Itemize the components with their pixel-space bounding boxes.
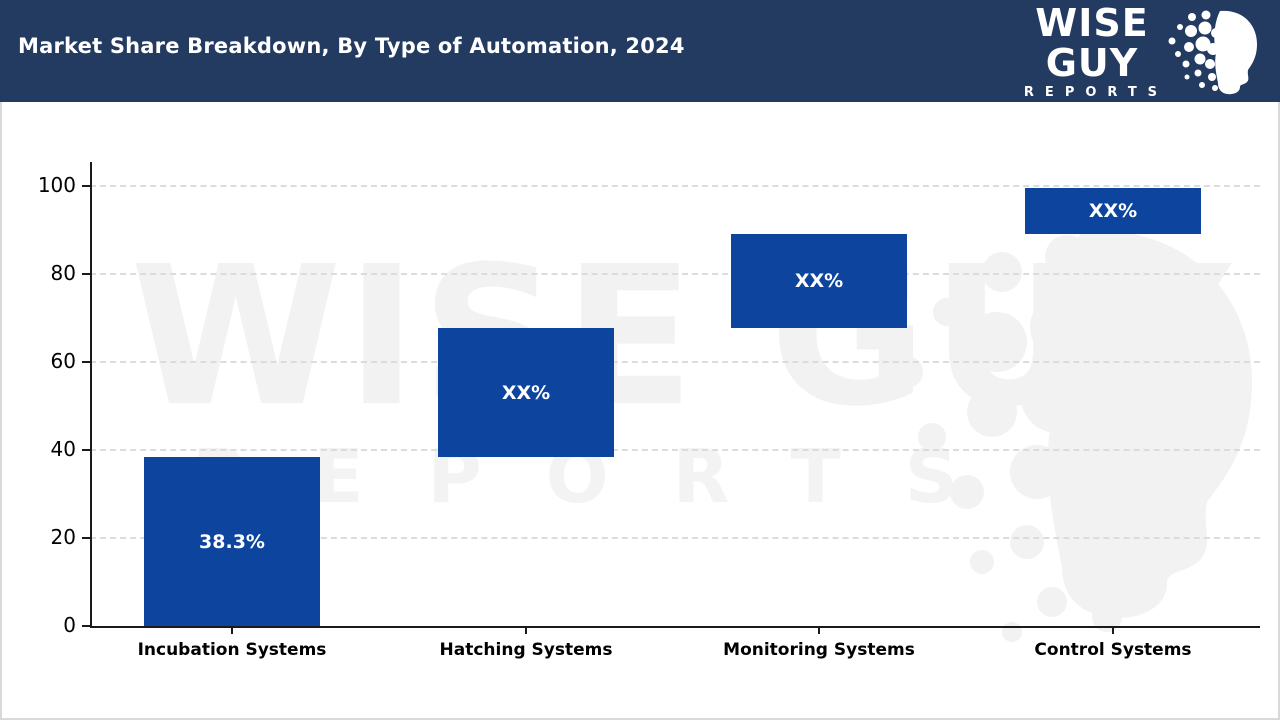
gridline-60 [90,361,1260,363]
y-tick-label-40: 40 [50,437,76,461]
gridline-100 [90,185,1260,187]
bar-value-label-control-systems: XX% [1088,200,1138,223]
x-axis-label-hatching-systems: Hatching Systems [439,640,613,660]
x-tick-mark-hatching-systems [525,626,527,634]
x-axis-label-control-systems: Control Systems [1034,640,1192,660]
y-tick-label-0: 0 [63,613,76,637]
gridline-80 [90,273,1260,275]
y-tick-mark-80 [82,273,90,275]
logo-reports-text: REPORTS [1023,84,1169,100]
bar-monitoring-systems: XX% [731,233,907,329]
y-axis-line [90,162,92,628]
chart-title: Market Share Breakdown, By Type of Autom… [18,34,685,58]
x-axis-label-monitoring-systems: Monitoring Systems [723,640,915,660]
logo-wiseguy-text: WISE GUY [1035,1,1149,85]
y-tick-mark-40 [82,449,90,451]
x-tick-mark-incubation-systems [231,626,233,634]
logo-face-icon [1168,10,1257,95]
brand-logo-text: WISE GUY REPORTS [1012,1,1172,100]
plot-area: 0 20 40 60 80 100 38.3% Incubation Systems XX% Ha… [2,102,1278,718]
bar-value-label-incubation-systems: 38.3% [199,530,265,553]
y-tick-mark-20 [82,537,90,539]
brand-logo: WISE GUY REPORTS [1012,1,1262,100]
x-axis-label-incubation-systems: Incubation Systems [137,640,327,660]
x-axis-line [90,626,1260,628]
x-tick-mark-monitoring-systems [818,626,820,634]
y-tick-label-80: 80 [50,261,76,285]
gridline-40 [90,449,1260,451]
y-tick-mark-60 [82,361,90,363]
y-tick-mark-0 [82,625,90,627]
bar-value-label-monitoring-systems: XX% [794,270,844,293]
bar-value-label-hatching-systems: XX% [501,381,551,404]
header-banner: Market Share Breakdown, By Type of Autom… [0,0,1280,102]
y-tick-mark-100 [82,185,90,187]
bar-control-systems: XX% [1025,188,1201,234]
chart-area: WISE GUY REPORTS 0 20 40 60 80 100 38 [2,102,1278,718]
y-tick-label-60: 60 [50,349,76,373]
bar-incubation-systems: 38.3% [144,457,320,626]
y-tick-label-20: 20 [50,525,76,549]
gridline-20 [90,537,1260,539]
y-tick-label-100: 100 [37,173,76,197]
bar-hatching-systems: XX% [438,328,614,458]
